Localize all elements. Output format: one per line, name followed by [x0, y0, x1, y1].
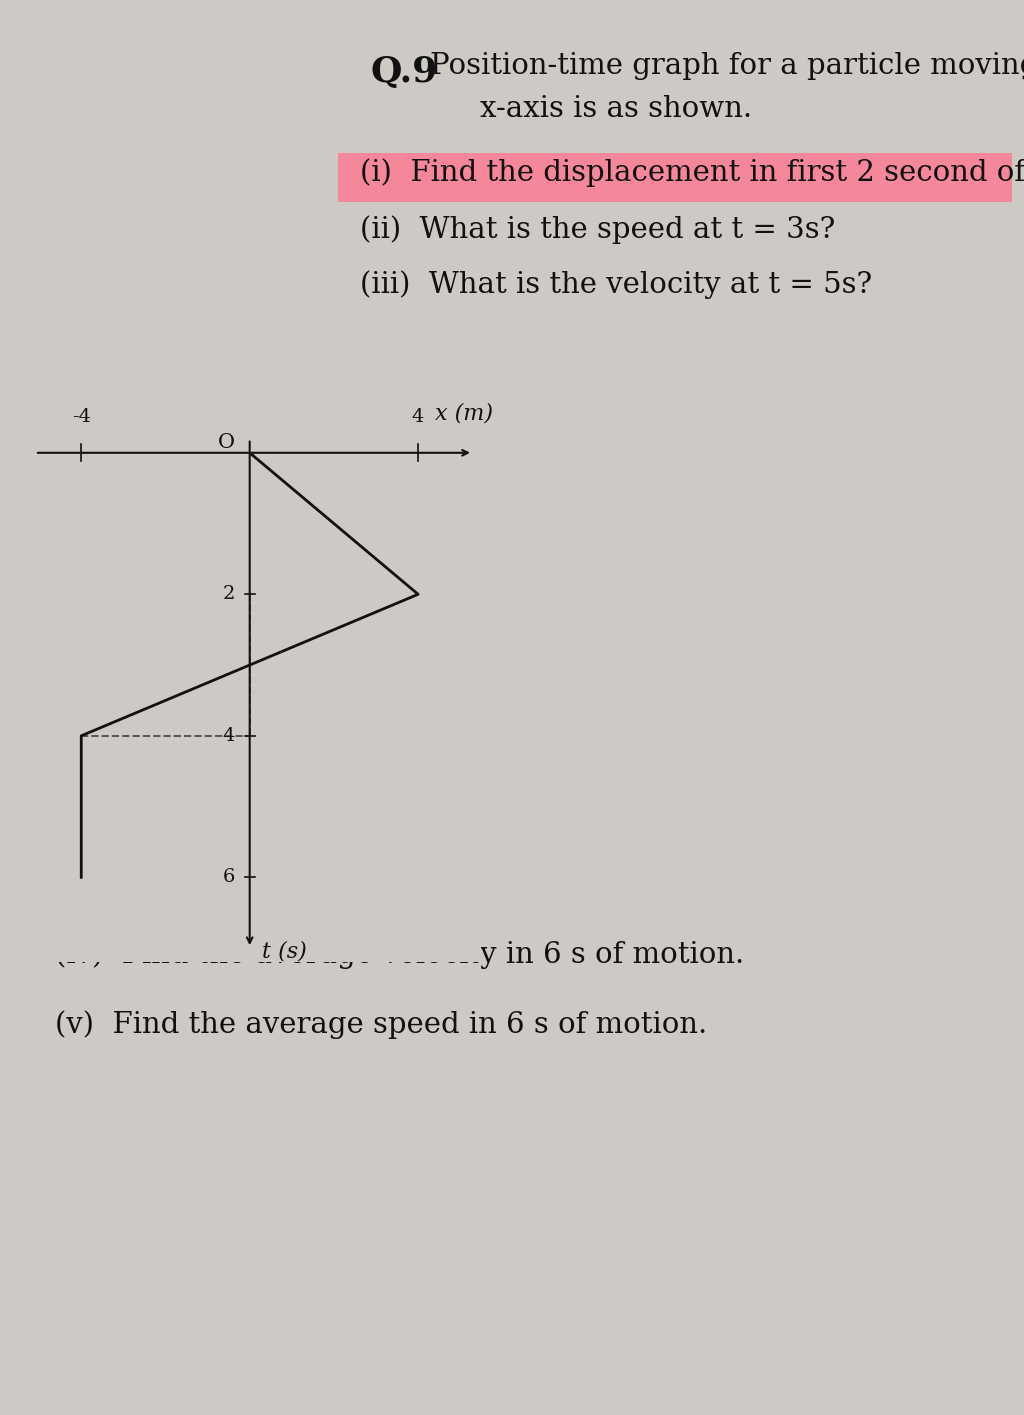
Text: 2: 2 — [222, 586, 234, 603]
Text: x-axis is as shown.: x-axis is as shown. — [480, 95, 752, 123]
Text: Q.9: Q.9 — [370, 55, 437, 89]
Text: (iii)  What is the velocity at t = 5s?: (iii) What is the velocity at t = 5s? — [360, 270, 872, 299]
Text: Position-time graph for a particle moving along the: Position-time graph for a particle movin… — [430, 52, 1024, 81]
Text: x (m): x (m) — [435, 402, 494, 424]
Text: (i)  Find the displacement in first 2 second of motion.: (i) Find the displacement in first 2 sec… — [360, 158, 1024, 187]
Text: O: O — [218, 433, 234, 451]
Text: 4: 4 — [412, 408, 424, 426]
Text: (iv)  Find the average velocity in 6 s of motion.: (iv) Find the average velocity in 6 s of… — [55, 940, 744, 969]
Text: t (s): t (s) — [262, 941, 307, 964]
Text: 6: 6 — [222, 869, 234, 886]
Text: (v)  Find the average speed in 6 s of motion.: (v) Find the average speed in 6 s of mot… — [55, 1010, 708, 1039]
Text: -4: -4 — [72, 408, 91, 426]
Text: 4: 4 — [222, 727, 234, 744]
FancyBboxPatch shape — [338, 153, 1012, 202]
Text: (ii)  What is the speed at t = 3s?: (ii) What is the speed at t = 3s? — [360, 215, 836, 243]
